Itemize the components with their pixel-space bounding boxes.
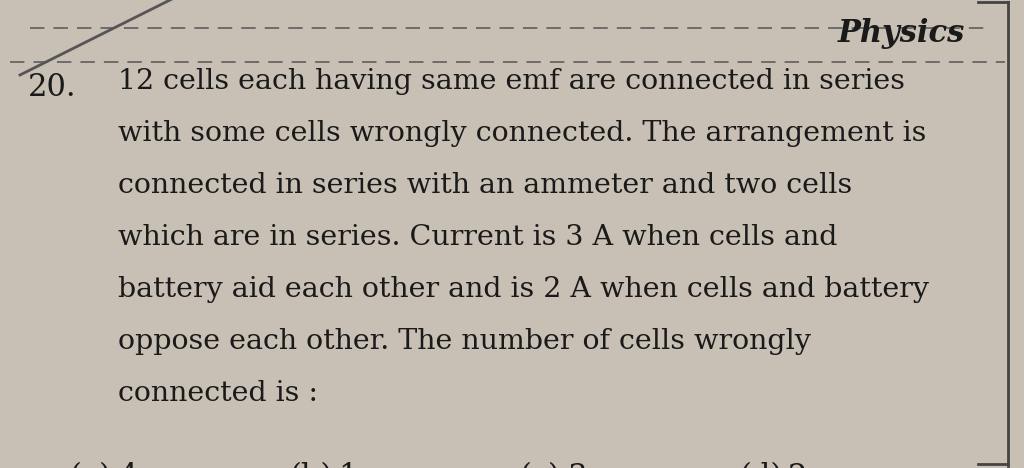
Text: oppose each other. The number of cells wrongly: oppose each other. The number of cells w… (118, 328, 811, 355)
Text: 3: 3 (568, 462, 588, 468)
Text: battery aid each other and is 2 A when cells and battery: battery aid each other and is 2 A when c… (118, 276, 929, 303)
Text: which are in series. Current is 3 A when cells and: which are in series. Current is 3 A when… (118, 224, 838, 251)
Text: with some cells wrongly connected. The arrangement is: with some cells wrongly connected. The a… (118, 120, 927, 147)
Text: 12 cells each having same emf are connected in series: 12 cells each having same emf are connec… (118, 68, 905, 95)
Text: 2: 2 (788, 462, 808, 468)
Text: (c): (c) (520, 462, 561, 468)
Text: connected in series with an ammeter and two cells: connected in series with an ammeter and … (118, 172, 852, 199)
Text: 20.: 20. (28, 72, 77, 103)
Text: connected is :: connected is : (118, 380, 318, 407)
Text: 4: 4 (118, 462, 137, 468)
Text: (a): (a) (70, 462, 112, 468)
Text: 1: 1 (338, 462, 357, 468)
Text: (d): (d) (740, 462, 783, 468)
Text: Physics: Physics (838, 18, 965, 49)
Text: (b): (b) (290, 462, 333, 468)
